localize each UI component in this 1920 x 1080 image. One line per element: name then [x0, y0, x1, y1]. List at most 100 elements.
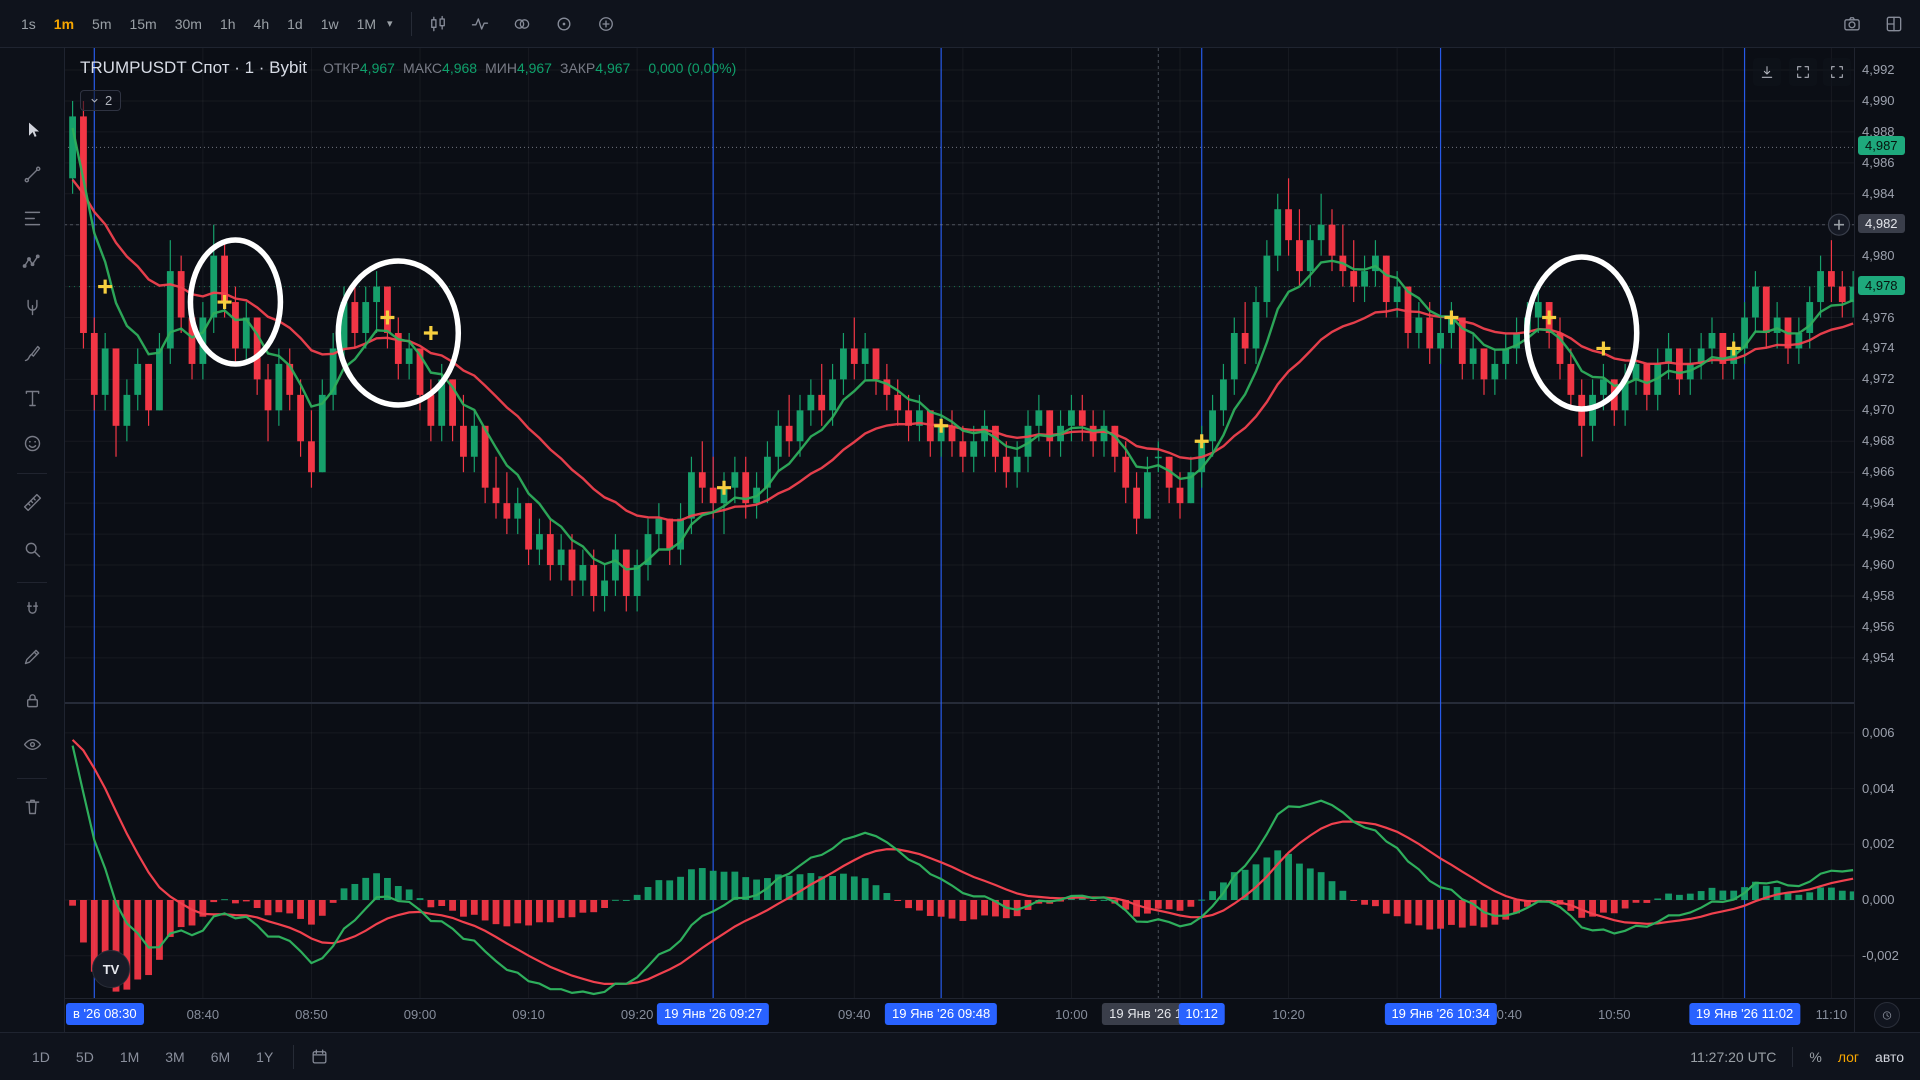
price-axis[interactable]: 4,992 4,990 4,988 4,986 4,984 4,980 4,976 4,974…	[1854, 48, 1920, 1032]
timezone-button[interactable]	[1874, 1002, 1900, 1028]
interval-menu-caret[interactable]: ▾	[387, 18, 393, 30]
eye-icon	[23, 738, 41, 750]
candle-body	[264, 379, 272, 411]
macd-hist-bar	[112, 900, 120, 992]
macd-hist-bar	[101, 900, 109, 981]
tradingview-logo[interactable]: TV	[92, 950, 130, 988]
plus-circle-icon	[598, 16, 613, 31]
trend-line-tool[interactable]	[18, 160, 46, 188]
macd-hist-bar	[1448, 900, 1455, 925]
interval-button-1w[interactable]: 1w	[312, 11, 348, 37]
macd-hist-bar	[579, 900, 587, 913]
macd-hist-bar	[318, 900, 326, 916]
annotation-ellipse-3[interactable]	[1523, 254, 1640, 412]
signal-marker	[1444, 310, 1459, 325]
text-tool[interactable]	[18, 384, 46, 412]
candle-body	[916, 410, 923, 426]
ohlc-label-ОТКР: ОТКР	[322, 60, 360, 76]
candle-body	[416, 348, 424, 395]
macd-hist-bar	[742, 877, 750, 900]
time-axis[interactable]: 08:40 08:50 09:00 09:10 09:20 09:40 10:00 10:20…	[64, 998, 1854, 1032]
range-button-1Y[interactable]: 1Y	[248, 1044, 281, 1070]
candle-body	[1513, 332, 1520, 349]
log-scale-button[interactable]: лог	[1837, 1048, 1860, 1065]
lock-tool[interactable]	[18, 686, 46, 714]
candle-body	[1035, 410, 1043, 426]
candle-body	[1426, 317, 1434, 349]
candle-body	[1828, 271, 1835, 287]
macd-hist-bar	[1339, 890, 1347, 900]
candle-body	[1697, 348, 1705, 364]
scroll-down-button[interactable]	[1753, 58, 1781, 86]
candle-body	[1350, 271, 1358, 287]
clock-utc-label[interactable]: 11:27:20 UTC	[1690, 1048, 1777, 1065]
brush-icon	[24, 345, 40, 361]
candle-body	[1393, 286, 1401, 303]
go-to-date-button[interactable]	[306, 1043, 333, 1070]
chart-style-button[interactable]	[424, 10, 452, 38]
snapshot-button[interactable]	[1838, 10, 1866, 38]
time-tick-label: 09:00	[403, 1007, 437, 1022]
camera-icon	[1844, 16, 1860, 31]
macd-hist-bar	[438, 900, 446, 907]
time-tick-label: 10:40	[1489, 1007, 1522, 1022]
interval-button-30m[interactable]: 30m	[166, 11, 211, 37]
range-button-5D[interactable]: 5D	[68, 1044, 102, 1070]
fullscreen-button[interactable]	[1823, 58, 1851, 86]
eye-tool[interactable]	[18, 730, 46, 758]
indicators-button[interactable]	[466, 10, 494, 38]
zoom-tool[interactable]	[18, 535, 46, 563]
range-button-6M[interactable]: 6M	[203, 1044, 238, 1070]
tool-group-divider	[17, 778, 47, 779]
pitchfork-tool[interactable]	[18, 293, 46, 321]
macd-hist-bar	[460, 900, 467, 917]
macd-hist-bar	[90, 900, 98, 972]
emoji-tool[interactable]	[18, 429, 46, 457]
annotation-ellipse-2[interactable]	[335, 258, 462, 408]
macd-hist-bar	[622, 899, 630, 901]
macd-hist-bar	[612, 899, 619, 901]
brush-tool[interactable]	[18, 339, 46, 367]
compare-button[interactable]	[508, 10, 536, 38]
candle-body	[134, 363, 142, 395]
chart-plot[interactable]	[64, 48, 1854, 998]
trash-tool[interactable]	[18, 792, 46, 820]
range-button-1M[interactable]: 1M	[112, 1044, 147, 1070]
magnet-tool[interactable]	[18, 596, 46, 624]
range-button-1D[interactable]: 1D	[24, 1044, 58, 1070]
price-tick-label: 4,990	[1862, 92, 1895, 108]
time-badge-09:48: 19 Янв '26 09:48	[885, 1003, 998, 1025]
interval-button-1s[interactable]: 1s	[12, 11, 45, 37]
fib-tool[interactable]	[18, 204, 46, 232]
annotation-ellipse-1[interactable]	[187, 237, 284, 367]
layout-button[interactable]	[1880, 10, 1908, 38]
candle-body	[1719, 332, 1727, 364]
measure-tool[interactable]	[18, 488, 46, 516]
interval-button-1h[interactable]: 1h	[211, 11, 245, 37]
interval-button-1d[interactable]: 1d	[278, 11, 312, 37]
candle-body	[807, 394, 815, 411]
interval-button-4h[interactable]: 4h	[245, 11, 279, 37]
auto-scale-button[interactable]: авто	[1875, 1048, 1904, 1065]
interval-button-5m[interactable]: 5m	[83, 11, 120, 37]
symbol-title[interactable]: TRUMPUSDT Спот · 1 · Bybit	[80, 58, 307, 77]
macd-hist-bar	[1002, 900, 1010, 919]
interval-button-1m[interactable]: 1m	[45, 11, 83, 37]
signal-marker	[1726, 341, 1741, 356]
chevron-down-icon	[91, 98, 98, 103]
pencil-tool[interactable]	[18, 642, 46, 670]
interval-button-15m[interactable]: 15m	[120, 11, 165, 37]
macd-hist-bar	[1393, 900, 1401, 917]
range-button-3M[interactable]: 3M	[157, 1044, 192, 1070]
indicators-collapsed-chip[interactable]: 2	[80, 90, 122, 111]
pattern-tool[interactable]	[18, 248, 46, 276]
maximize-pane-button[interactable]	[1789, 58, 1817, 86]
alert-button[interactable]	[550, 10, 578, 38]
interval-button-1M[interactable]: 1M	[348, 11, 385, 37]
percent-scale-button[interactable]: %	[1809, 1048, 1822, 1065]
candle-body	[80, 116, 87, 333]
time-tick-label: 11:10	[1815, 1007, 1848, 1022]
add-symbol-button[interactable]	[592, 10, 620, 38]
cursor-tool[interactable]	[18, 116, 46, 144]
macd-hist-bar	[557, 900, 565, 918]
